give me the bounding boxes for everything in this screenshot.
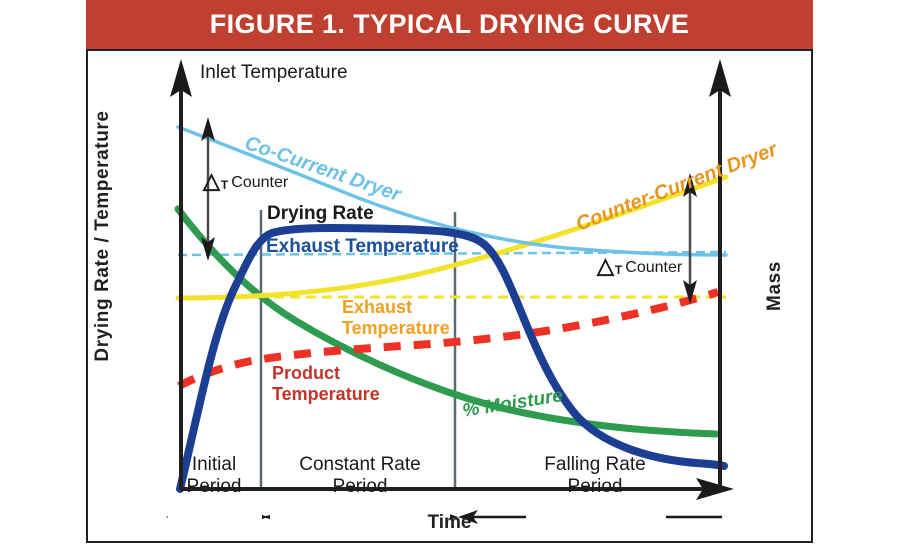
figure-title-bar: FIGURE 1. TYPICAL DRYING CURVE <box>86 0 813 49</box>
series-drying-rate <box>176 223 728 493</box>
delta-arrow-right-head-top <box>683 173 697 197</box>
series-counter-current-dryer <box>175 174 729 301</box>
period-label-constant-rate-line1: Constant Rate <box>299 454 421 475</box>
delta-t-counter-annotation-right: △T Counter <box>597 253 682 279</box>
period-label-falling-rate: Falling Rate Period <box>470 454 720 498</box>
x-axis-title: Time <box>427 512 472 533</box>
y-axis-right-arrowhead <box>709 59 731 97</box>
x-axis-arrowhead <box>696 478 734 500</box>
label-inlet-temperature: Inlet Temperature <box>200 62 348 83</box>
period-label-initial-line1: Initial <box>191 454 237 475</box>
period-label-falling-rate-line2: Period <box>567 476 623 497</box>
delta-triangle-icon: △ <box>597 253 614 278</box>
series-co-current-dryer <box>176 125 728 257</box>
period-label-initial: Initial Period <box>168 454 260 498</box>
bracket-knockout-initial <box>168 508 262 528</box>
label-exhaust-temperature-orange-line2: Temperature <box>342 318 450 338</box>
label-product-temperature: Product Temperature <box>272 363 380 405</box>
label-product-temperature-line1: Product <box>272 363 341 383</box>
period-label-initial-line2: Period <box>186 476 242 497</box>
delta-t-counter-annotation-left: △T Counter <box>203 168 288 194</box>
label-exhaust-temperature-orange-line1: Exhaust <box>342 297 413 317</box>
period-label-falling-rate-line1: Falling Rate <box>544 454 646 475</box>
label-exhaust-temperature-blue: Exhaust Temperature <box>266 236 459 257</box>
bracket-knockout-constant <box>270 508 450 528</box>
delta-arrow-left-head-top <box>201 117 215 141</box>
y-axis-title-left: Drying Rate / Temperature <box>92 110 113 362</box>
period-label-constant-rate-line2: Period <box>332 476 388 497</box>
period-label-constant-rate: Constant Rate Period <box>268 454 452 498</box>
delta-label-counter: Counter <box>231 174 289 191</box>
bracket-falling-head-left <box>458 510 478 524</box>
delta-arrow-left-head-bottom <box>201 237 215 261</box>
series-product-temperature <box>177 288 720 390</box>
delta-subscript-t: T <box>614 263 623 277</box>
bracket-knockout-falling <box>526 508 666 528</box>
delta-label-counter: Counter <box>625 259 683 276</box>
label-exhaust-temperature-orange: Exhaust Temperature <box>342 297 450 339</box>
delta-triangle-icon: △ <box>203 168 220 193</box>
delta-arrow-right-head-bottom <box>683 280 697 304</box>
delta-subscript-t: T <box>220 178 229 192</box>
y-axis-left-arrowhead <box>170 59 192 97</box>
label-drying-rate: Drying Rate <box>267 203 374 224</box>
drying-curve-plot <box>166 59 734 524</box>
label-product-temperature-line2: Temperature <box>272 384 380 404</box>
y-axis-title-right: Mass <box>764 261 785 311</box>
figure-title: FIGURE 1. TYPICAL DRYING CURVE <box>209 9 690 39</box>
